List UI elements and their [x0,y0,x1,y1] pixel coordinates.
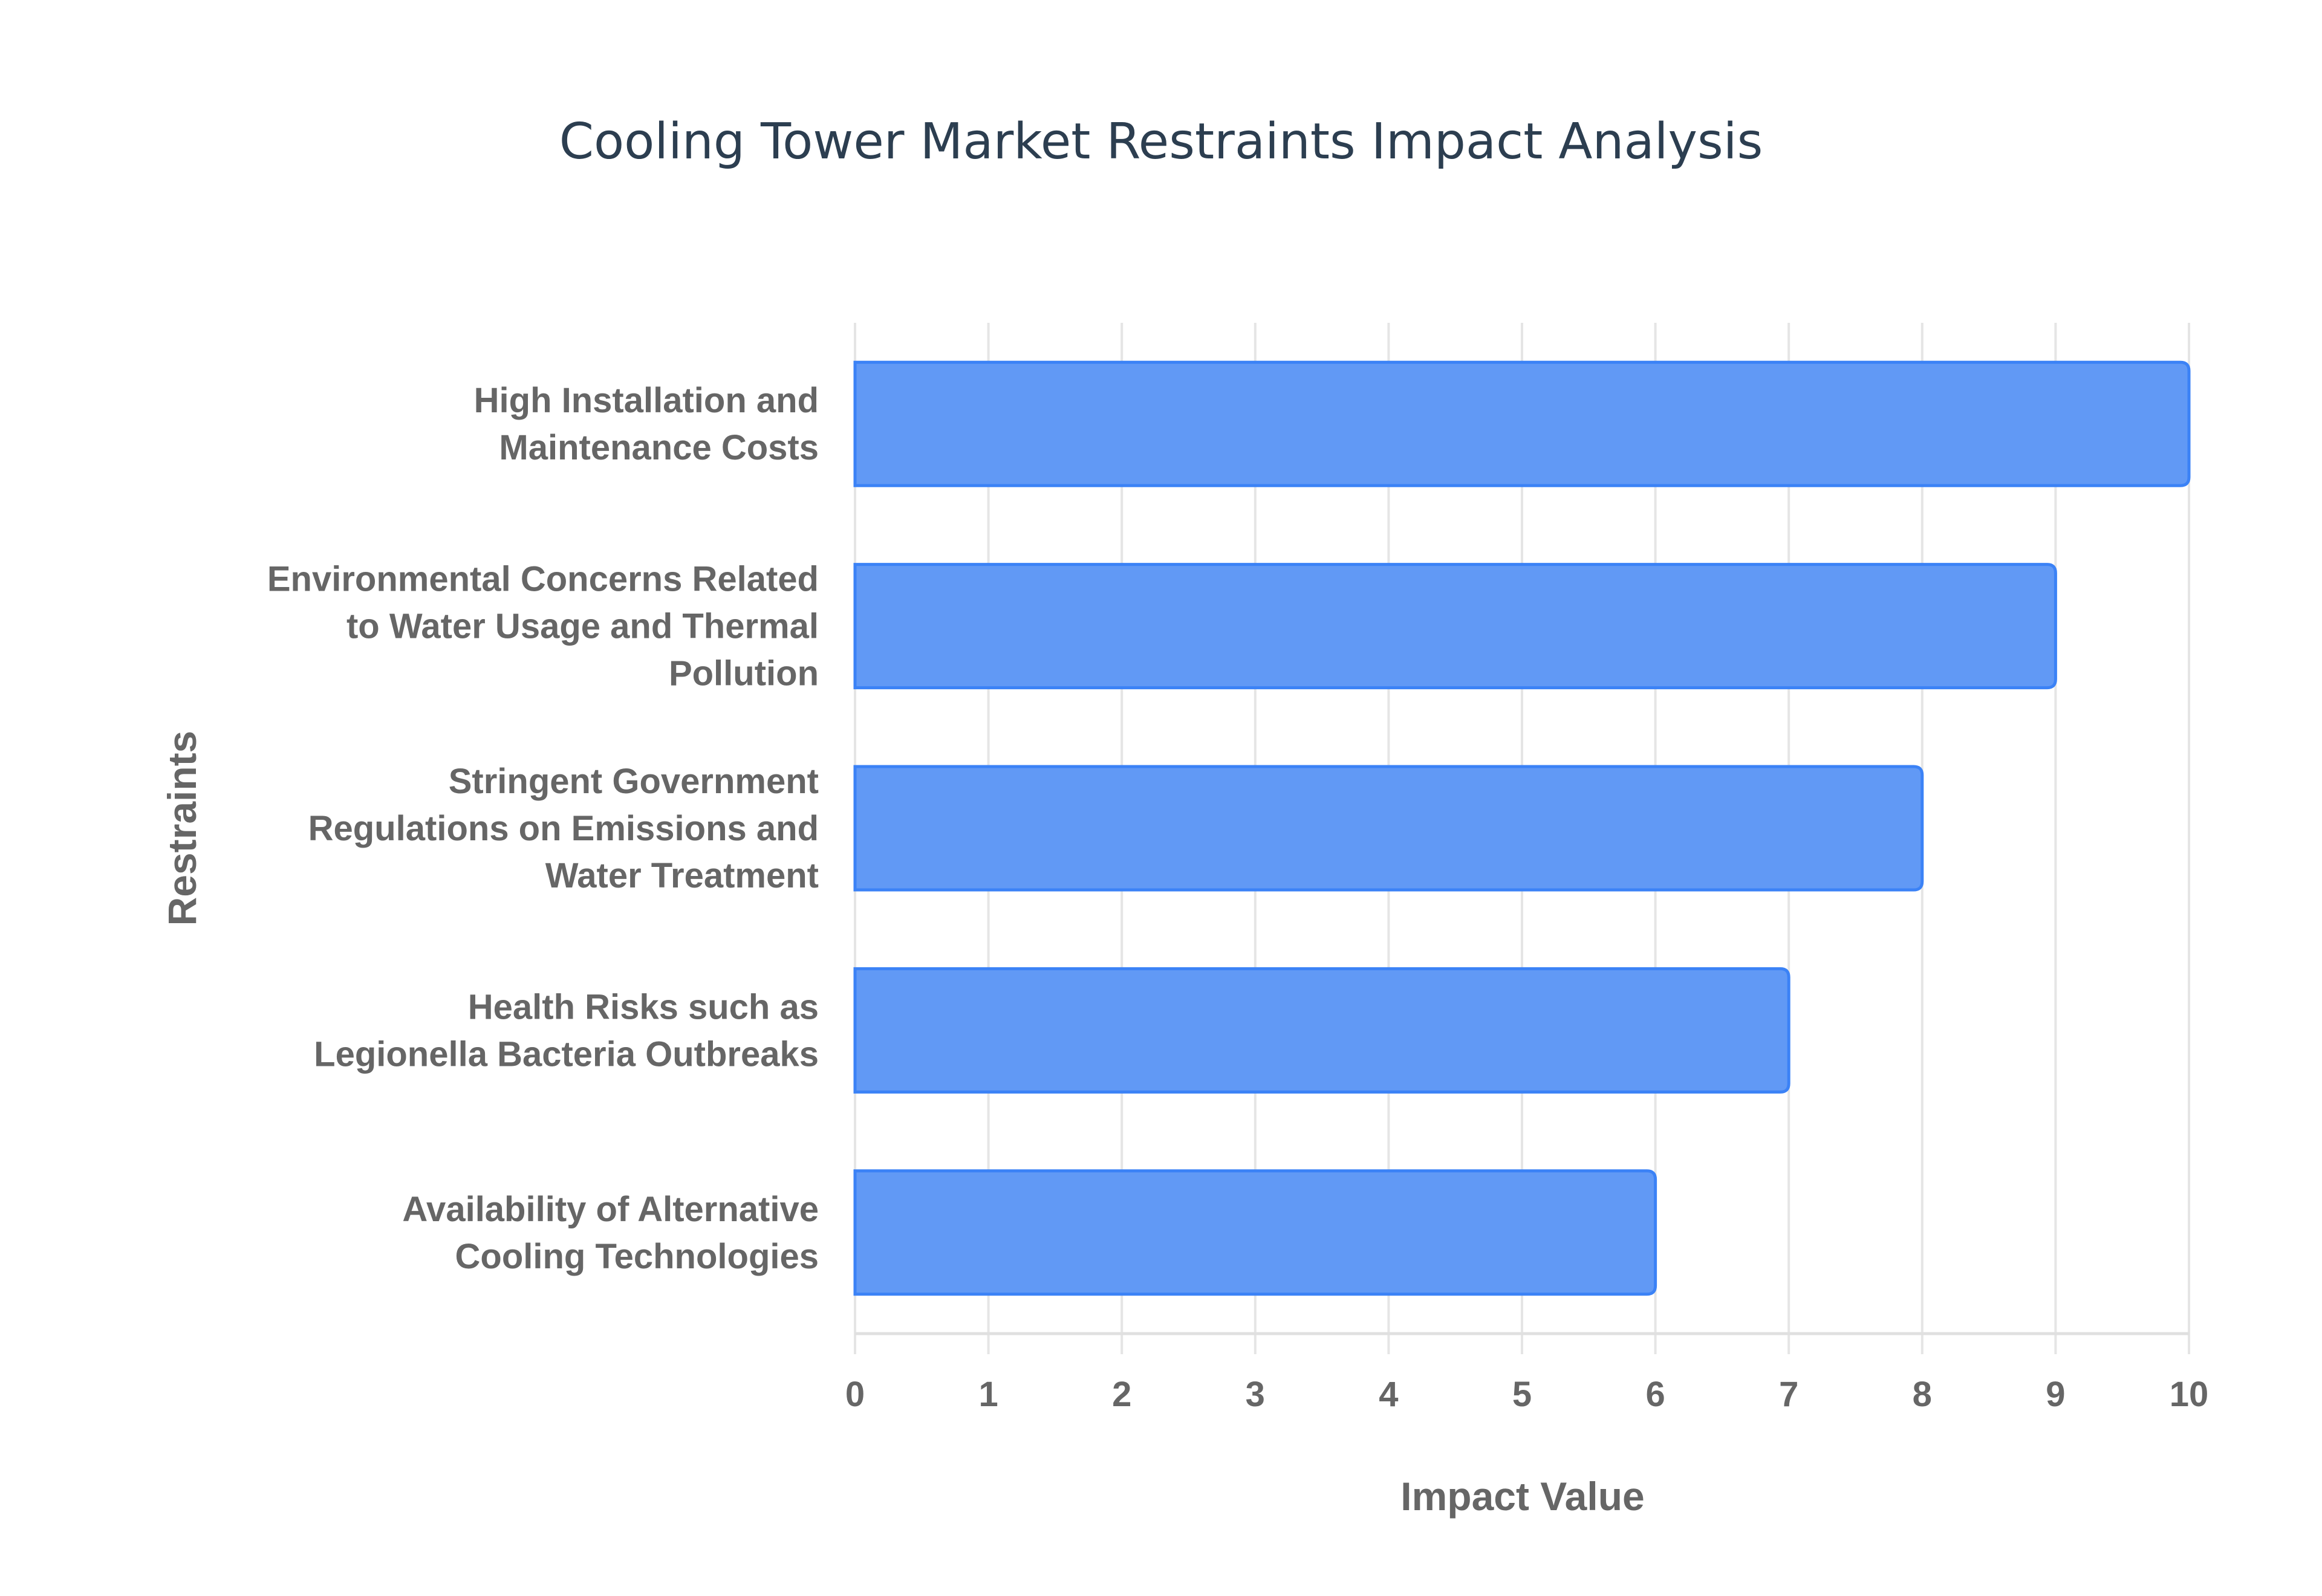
category-label: Stringent Government Regulations on Emiss… [308,762,819,895]
x-tick-label: 3 [1246,1375,1265,1414]
category-label: Availability of Alternative Cooling Techn… [402,1190,819,1276]
category-label: High Installation and Maintenance Costs [474,381,819,467]
category-label-line: Availability of Alternative [402,1190,819,1229]
x-tick-label: 1 [978,1375,998,1414]
bar[interactable] [853,563,2057,690]
x-axis-title: Impact Value [1400,1474,1645,1519]
bar[interactable] [853,765,1924,892]
bar[interactable] [853,360,2191,487]
category-label-line: Legionella Bacteria Outbreaks [314,1034,819,1074]
bar[interactable] [853,1169,1657,1296]
x-tick-labels: 0 1 2 3 4 5 6 7 8 9 10 [845,1375,2208,1414]
x-tick-label: 10 [2170,1375,2209,1414]
category-label-line: High Installation and [474,381,819,420]
x-tick-label: 0 [845,1375,865,1414]
category-label-line: Maintenance Costs [499,428,819,467]
x-tick-label: 5 [1512,1375,1532,1414]
chart-title: Cooling Tower Market Restraints Impact A… [559,113,1763,170]
category-label: Health Risks such as Legionella Bacteria … [314,987,819,1074]
category-label-line: Cooling Technologies [455,1237,819,1276]
x-tick-label: 9 [2046,1375,2065,1414]
bars [853,360,2191,1296]
x-tick-label: 8 [1913,1375,1932,1414]
y-category-labels: High Installation and Maintenance Costs En… [267,381,819,1276]
x-tick-label: 4 [1379,1375,1398,1414]
category-label: Environmental Concerns Related to Water U… [267,560,819,693]
category-label-line: Regulations on Emissions and [308,809,819,848]
x-tick-label: 7 [1779,1375,1798,1414]
bar[interactable] [853,967,1790,1094]
category-label-line: Environmental Concerns Related [267,560,819,599]
category-label-line: Stringent Government [449,762,819,801]
category-label-line: Water Treatment [545,856,819,895]
x-tick-label: 2 [1112,1375,1131,1414]
category-label-line: Health Risks such as [468,987,819,1027]
y-axis-title: Restraints [160,731,204,926]
category-label-line: Pollution [669,654,819,693]
x-tick-label: 6 [1645,1375,1665,1414]
category-label-line: to Water Usage and Thermal [346,607,819,646]
